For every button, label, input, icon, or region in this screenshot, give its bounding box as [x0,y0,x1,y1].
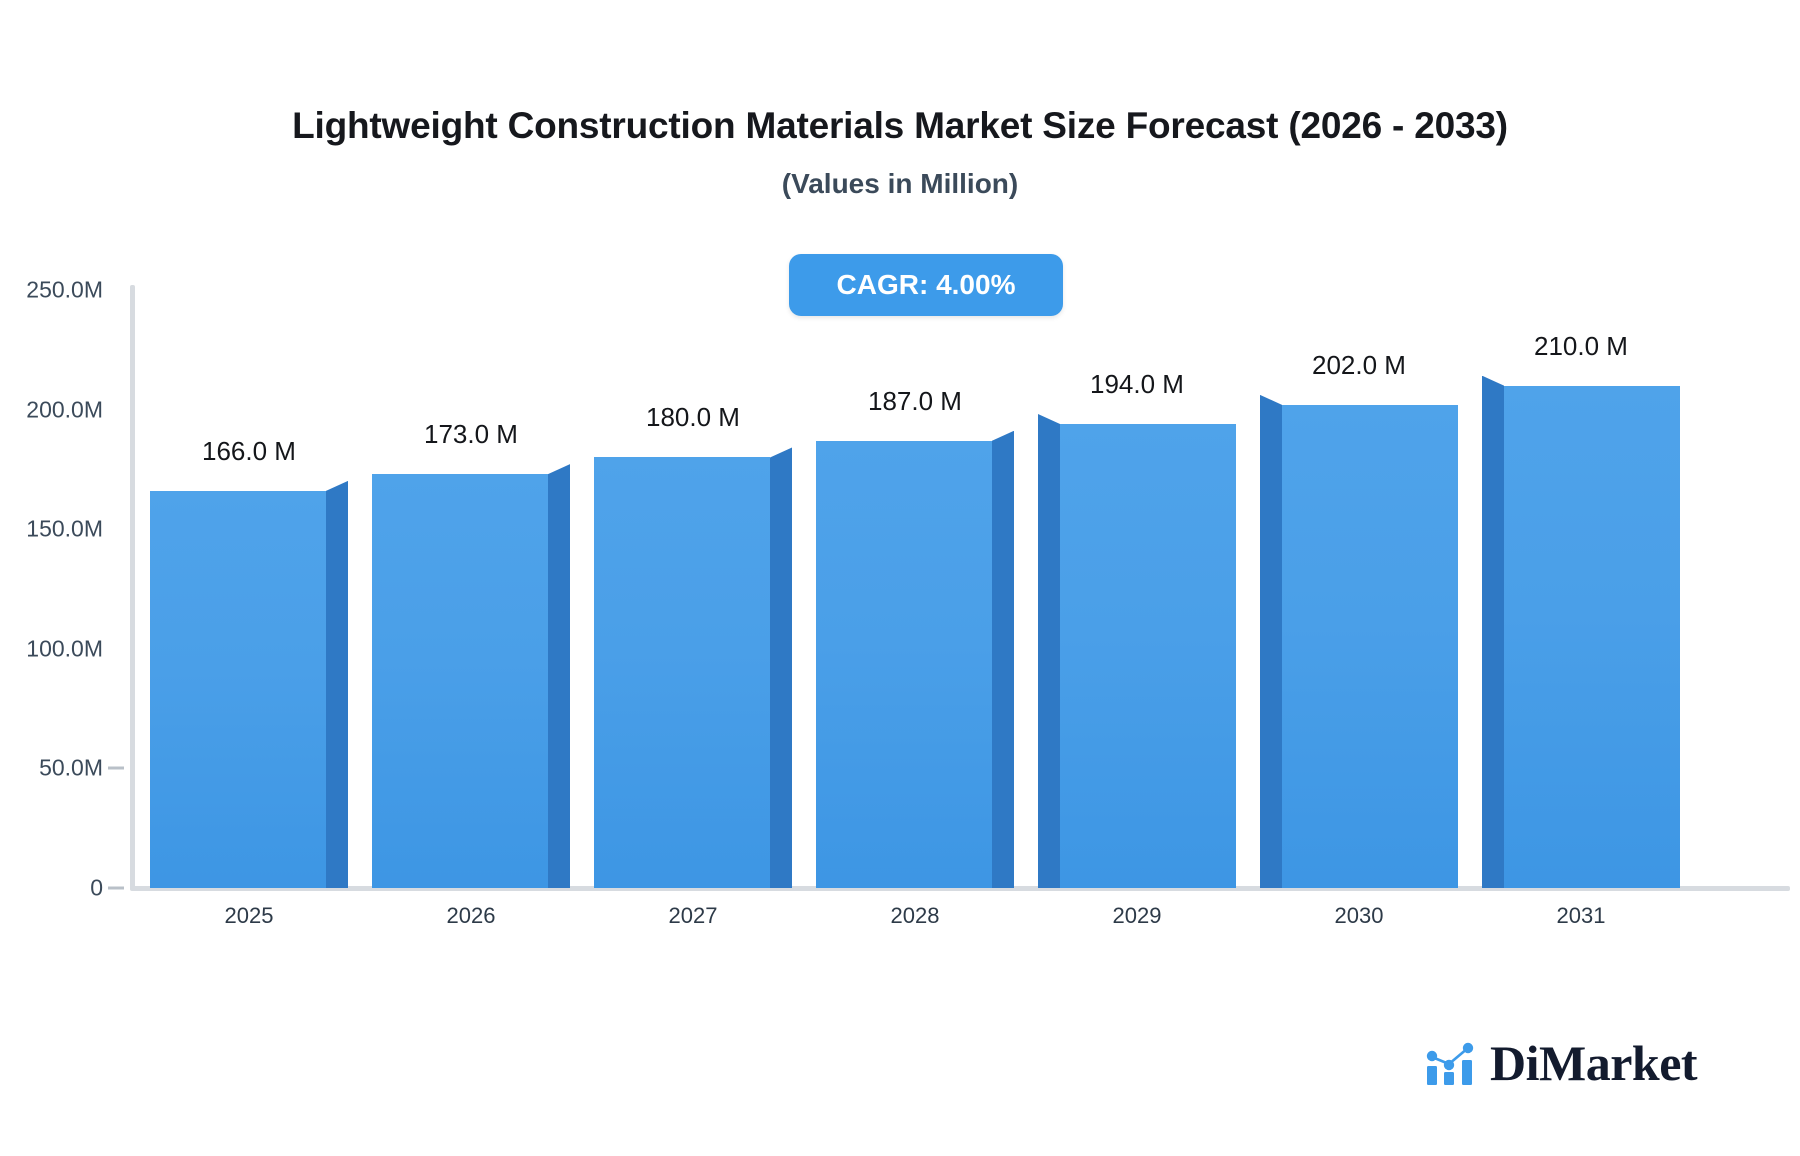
bar-side-face [326,480,348,888]
y-tick-dash [108,766,124,770]
chart-title: Lightweight Construction Materials Marke… [292,105,1508,146]
y-tick-label: 50.0M [39,754,103,781]
bar-front-face [150,490,326,888]
x-tick-label-2025: 2025 [224,903,274,928]
bar-side-face [992,430,1014,888]
bar-side-face [770,447,792,888]
bar-side-face [1482,375,1504,888]
bar-front-face [594,457,770,888]
y-tick-label: 200.0M [26,396,103,423]
bar-side-face [1038,413,1060,888]
bar-value-label: 194.0 M [1090,368,1184,399]
bar-front-face [372,474,548,888]
cagr-badge: CAGR: 4.00% [789,254,1063,316]
chart-subtitle: (Values in Million) [781,168,1019,199]
brand-logo: DiMarket [1424,1035,1698,1091]
y-tick-label: 0 [90,874,103,901]
x-tick-label-2029: 2029 [1112,903,1162,928]
bar-value-label: 173.0 M [424,419,518,450]
x-tick-label-2031: 2031 [1556,903,1606,928]
bar-value-label: 202.0 M [1312,349,1406,380]
bar-value-label: 180.0 M [646,402,740,433]
bar-front-face [1504,385,1680,888]
y-tick-dash [108,886,124,890]
bar-side-face [1260,394,1282,888]
bar-2026[interactable] [372,464,570,888]
y-tick-label: 250.0M [26,276,103,303]
cagr-badge-label: CAGR: 4.00% [836,269,1016,300]
bar-chart-icon [1426,1042,1474,1085]
x-tick-label-2028: 2028 [890,903,940,928]
bar-side-face [548,464,570,888]
bar-value-label: 166.0 M [202,435,296,466]
y-axis-line [130,285,135,890]
bar-2027[interactable] [594,447,792,888]
bar-value-label: 187.0 M [868,385,962,416]
bar-value-label: 210.0 M [1534,330,1628,361]
bar-front-face [816,440,992,888]
brand-name: DiMarket [1490,1035,1698,1091]
y-tick-label: 100.0M [26,635,103,662]
x-axis-line [130,886,1790,891]
bar-2031[interactable] [1482,375,1680,888]
bar-2029[interactable] [1038,413,1236,888]
bar-front-face [1282,404,1458,888]
bar-front-face [1060,423,1236,888]
y-tick-label: 150.0M [26,515,103,542]
bar-2025[interactable] [150,480,348,888]
x-tick-label-2026: 2026 [446,903,496,928]
bar-2028[interactable] [816,430,1014,888]
bar-2030[interactable] [1260,394,1458,888]
x-tick-label-2030: 2030 [1334,903,1384,928]
x-tick-label-2027: 2027 [668,903,718,928]
